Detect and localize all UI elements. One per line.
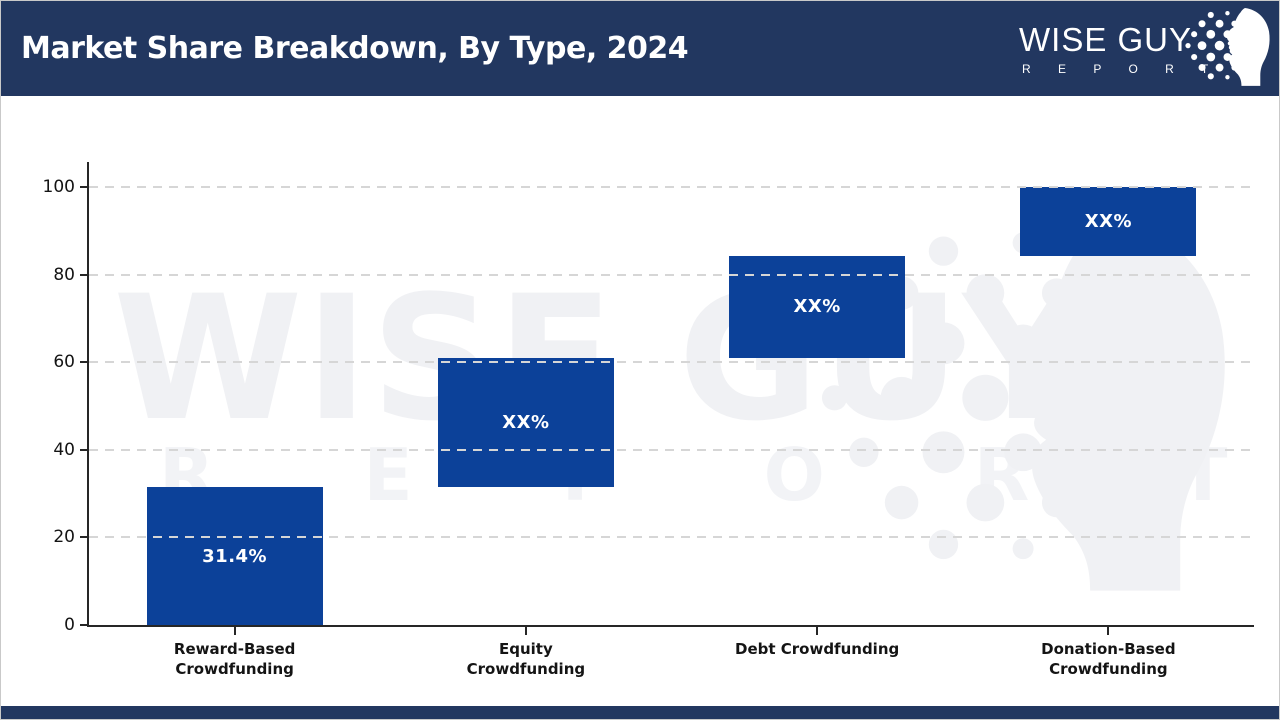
gridline-20: [89, 536, 1254, 539]
y-tick-label-80: 80: [53, 264, 75, 285]
bar-donation-based-crowdfunding: XX%: [1020, 187, 1197, 256]
x-tickmark-donation-based-crowdfunding: [1107, 627, 1110, 635]
bar-equity-crowdfunding: XX%: [437, 357, 614, 488]
bar-value-label: XX%: [1084, 210, 1133, 232]
brand-head-dots-icon: [1185, 7, 1270, 86]
brand-logo-name: WISE GUY: [1019, 21, 1193, 58]
x-tick-label-donation-based-crowdfunding: Donation-Based Crowdfunding: [1041, 640, 1176, 678]
y-tickmark-40: [80, 448, 89, 451]
page-title: Market Share Breakdown, By Type, 2024: [21, 31, 689, 66]
y-tickmark-20: [80, 536, 89, 539]
brand-logo-subname: R E P O R T S: [1022, 62, 1256, 76]
bar-debt-crowdfunding: XX%: [729, 255, 906, 358]
y-tickmark-0: [80, 624, 89, 626]
y-tick-label-100: 100: [42, 177, 75, 197]
y-tick-label-20: 20: [53, 527, 75, 548]
x-tickmark-equity-crowdfunding: [524, 627, 527, 635]
y-tick-label-40: 40: [53, 439, 75, 460]
x-tick-label-equity-crowdfunding: Equity Crowdfunding: [466, 640, 586, 678]
gridline-40: [89, 448, 1254, 451]
x-axis-spine: [87, 625, 1254, 627]
y-tick-label-0: 0: [64, 615, 75, 635]
x-tickmark-debt-crowdfunding: [816, 627, 819, 635]
gridline-100: [89, 186, 1254, 188]
y-tickmark-80: [80, 273, 89, 276]
bar-value-label: XX%: [793, 296, 841, 318]
bar-value-label: 31.4%: [202, 545, 268, 567]
x-tick-label-debt-crowdfunding: Debt Crowdfunding: [735, 640, 900, 658]
brand-logo: WISE GUY R E P O R T S: [1019, 7, 1270, 91]
bar-value-label: XX%: [502, 412, 550, 434]
y-tickmark-60: [80, 361, 89, 364]
x-tick-label-reward-based-crowdfunding: Reward-Based Crowdfunding: [173, 640, 296, 678]
bar-reward-based-crowdfunding: 31.4%: [146, 487, 323, 625]
x-tickmark-reward-based-crowdfunding: [233, 627, 236, 635]
header-band: Market Share Breakdown, By Type, 2024 WI…: [1, 1, 1279, 96]
y-axis-spine: [87, 162, 89, 627]
gridline-60: [89, 361, 1254, 364]
y-tick-label-60: 60: [53, 352, 75, 373]
y-tickmark-100: [80, 186, 89, 188]
footer-band: [1, 706, 1279, 719]
gridline-80: [89, 273, 1254, 276]
